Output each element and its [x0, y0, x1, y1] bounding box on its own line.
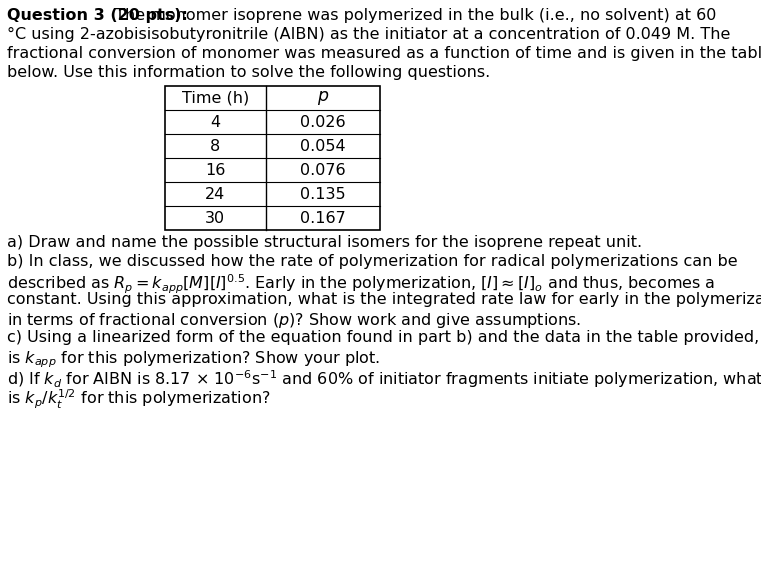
Text: 0.167: 0.167 [300, 211, 345, 226]
Text: is $k_p/k_t^{1/2}$ for this polymerization?: is $k_p/k_t^{1/2}$ for this polymerizati… [7, 387, 271, 410]
Text: Question 3 (20 pts):: Question 3 (20 pts): [7, 8, 188, 23]
Text: 24: 24 [205, 186, 225, 202]
Text: $p$: $p$ [317, 89, 329, 107]
Text: in terms of fractional conversion ($p$)? Show work and give assumptions.: in terms of fractional conversion ($p$)?… [7, 311, 581, 330]
Text: 0.076: 0.076 [300, 162, 345, 178]
Text: Time (h): Time (h) [182, 91, 249, 105]
Bar [165, 86, 380, 230]
Text: d) If $k_d$ for AIBN is 8.17 $\times$ 10$^{-6}$s$^{-1}$ and 60% of initiator fra: d) If $k_d$ for AIBN is 8.17 $\times$ 10… [7, 368, 761, 390]
Text: The monomer isoprene was polymerized in the bulk (i.e., no solvent) at 60: The monomer isoprene was polymerized in … [110, 8, 716, 23]
Text: is $k_{app}$ for this polymerization? Show your plot.: is $k_{app}$ for this polymerization? Sh… [7, 349, 380, 370]
Text: a) Draw and name the possible structural isomers for the isoprene repeat unit.: a) Draw and name the possible structural… [7, 235, 642, 250]
Text: c) Using a linearized form of the equation found in part b) and the data in the : c) Using a linearized form of the equati… [7, 330, 761, 345]
Text: constant. Using this approximation, what is the integrated rate law for early in: constant. Using this approximation, what… [7, 292, 761, 307]
Text: below. Use this information to solve the following questions.: below. Use this information to solve the… [7, 65, 490, 80]
Text: 16: 16 [205, 162, 225, 178]
Text: 0.026: 0.026 [300, 115, 345, 129]
Text: °C using 2-azobisisobutyronitrile (AIBN) as the initiator at a concentration of : °C using 2-azobisisobutyronitrile (AIBN)… [7, 27, 731, 42]
Text: 0.135: 0.135 [300, 186, 345, 202]
Text: 30: 30 [205, 211, 225, 226]
Text: 8: 8 [210, 139, 221, 153]
Text: 0.054: 0.054 [300, 139, 345, 153]
Text: b) In class, we discussed how the rate of polymerization for radical polymerizat: b) In class, we discussed how the rate o… [7, 254, 738, 269]
Text: described as $R_p = k_{app}[M][I]^{0.5}$. Early in the polymerization, $[I] \app: described as $R_p = k_{app}[M][I]^{0.5}$… [7, 273, 715, 296]
Text: fractional conversion of monomer was measured as a function of time and is given: fractional conversion of monomer was mea… [7, 46, 761, 61]
Text: 4: 4 [210, 115, 221, 129]
